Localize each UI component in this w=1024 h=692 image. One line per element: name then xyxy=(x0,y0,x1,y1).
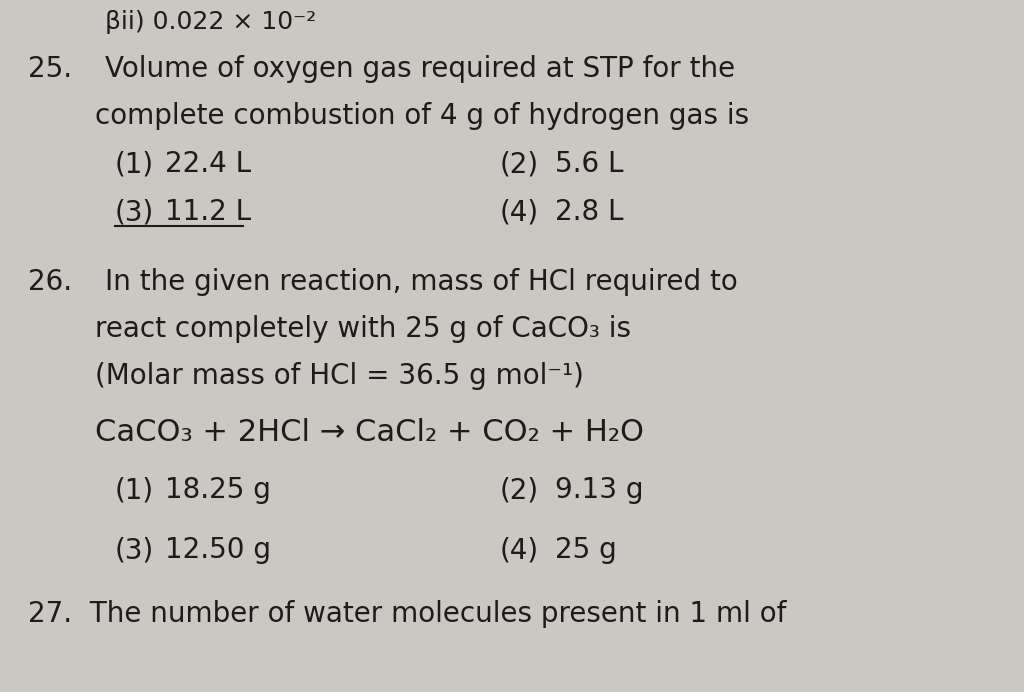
Text: CaCO₃ + 2HCl → CaCl₂ + CO₂ + H₂O: CaCO₃ + 2HCl → CaCl₂ + CO₂ + H₂O xyxy=(95,418,644,447)
Text: 25.: 25. xyxy=(28,55,72,83)
Text: (Molar mass of HCl = 36.5 g mol⁻¹): (Molar mass of HCl = 36.5 g mol⁻¹) xyxy=(95,362,584,390)
Text: 12.50 g: 12.50 g xyxy=(165,536,271,564)
Text: 18.25 g: 18.25 g xyxy=(165,476,271,504)
Text: (2): (2) xyxy=(500,150,539,178)
Text: 5.6 L: 5.6 L xyxy=(555,150,624,178)
Text: (3): (3) xyxy=(115,198,155,226)
Text: 11.2 L: 11.2 L xyxy=(165,198,251,226)
Text: (2): (2) xyxy=(500,476,539,504)
Text: react completely with 25 g of CaCO₃ is: react completely with 25 g of CaCO₃ is xyxy=(95,315,631,343)
Text: complete combustion of 4 g of hydrogen gas is: complete combustion of 4 g of hydrogen g… xyxy=(95,102,750,130)
Text: (3): (3) xyxy=(115,536,155,564)
Text: 27.  The number of water molecules present in 1 ml of: 27. The number of water molecules presen… xyxy=(28,600,786,628)
Text: (4): (4) xyxy=(500,198,539,226)
Text: 25 g: 25 g xyxy=(555,536,616,564)
Text: 26.: 26. xyxy=(28,268,72,296)
Text: 2.8 L: 2.8 L xyxy=(555,198,624,226)
Text: 22.4 L: 22.4 L xyxy=(165,150,251,178)
Text: (4): (4) xyxy=(500,536,539,564)
Text: 9.13 g: 9.13 g xyxy=(555,476,643,504)
Text: In the given reaction, mass of HCl required to: In the given reaction, mass of HCl requi… xyxy=(105,268,737,296)
Text: (1): (1) xyxy=(115,150,155,178)
Text: βii) 0.022 × 10⁻²: βii) 0.022 × 10⁻² xyxy=(105,10,316,34)
Text: Volume of oxygen gas required at STP for the: Volume of oxygen gas required at STP for… xyxy=(105,55,735,83)
Text: (1): (1) xyxy=(115,476,155,504)
